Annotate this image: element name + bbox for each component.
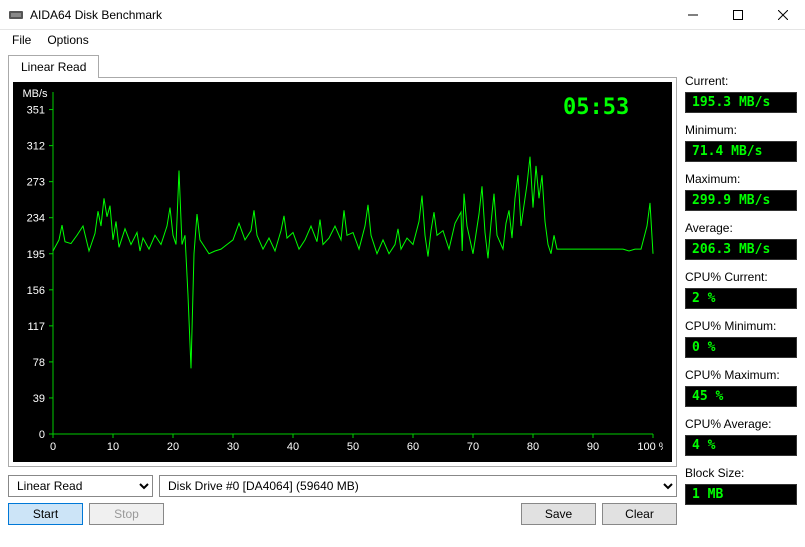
- svg-text:90: 90: [587, 441, 599, 453]
- block-size-value: 1 MB: [685, 484, 797, 505]
- chart-svg: MB/s 0 39 78 117 156 195 234 273 312 351 0 10 20 30 40 5…: [13, 82, 663, 462]
- svg-text:05:53: 05:53: [563, 95, 629, 120]
- stats-panel: Current: 195.3 MB/s Minimum: 71.4 MB/s M…: [685, 54, 797, 525]
- menubar: File Options: [0, 30, 805, 50]
- svg-text:117: 117: [27, 321, 45, 333]
- menu-file[interactable]: File: [4, 31, 39, 49]
- svg-text:0: 0: [39, 429, 45, 441]
- cpu-current-value: 2 %: [685, 288, 797, 309]
- svg-text:195: 195: [27, 249, 45, 261]
- mode-select[interactable]: Linear Read: [8, 475, 153, 497]
- svg-text:273: 273: [27, 177, 45, 189]
- content: Linear Read MB/s 0 39 78 117 156 195 234 273 312 3…: [0, 50, 805, 533]
- svg-text:10: 10: [107, 441, 119, 453]
- selectors-row: Linear Read Disk Drive #0 [DA4064] (5964…: [8, 475, 677, 497]
- tab-linear-read[interactable]: Linear Read: [8, 55, 99, 78]
- save-button[interactable]: Save: [521, 503, 596, 525]
- average-label: Average:: [685, 221, 797, 235]
- minimum-value: 71.4 MB/s: [685, 141, 797, 162]
- window-controls: [670, 0, 805, 29]
- svg-text:80: 80: [527, 441, 539, 453]
- svg-text:50: 50: [347, 441, 359, 453]
- maximum-value: 299.9 MB/s: [685, 190, 797, 211]
- buttons-row: Start Stop Save Clear: [8, 503, 677, 525]
- close-button[interactable]: [760, 0, 805, 30]
- svg-text:234: 234: [27, 213, 45, 225]
- clear-button[interactable]: Clear: [602, 503, 677, 525]
- tab-header: Linear Read: [8, 54, 677, 77]
- stop-button[interactable]: Stop: [89, 503, 164, 525]
- drive-select[interactable]: Disk Drive #0 [DA4064] (59640 MB): [159, 475, 677, 497]
- cpu-current-label: CPU% Current:: [685, 270, 797, 284]
- svg-text:312: 312: [27, 141, 45, 153]
- minimum-label: Minimum:: [685, 123, 797, 137]
- maximize-button[interactable]: [715, 0, 760, 30]
- cpu-average-value: 4 %: [685, 435, 797, 456]
- left-column: Linear Read MB/s 0 39 78 117 156 195 234 273 312 3…: [8, 54, 677, 525]
- svg-text:20: 20: [167, 441, 179, 453]
- cpu-maximum-label: CPU% Maximum:: [685, 368, 797, 382]
- maximize-icon: [733, 10, 743, 20]
- benchmark-chart: MB/s 0 39 78 117 156 195 234 273 312 351 0 10 20 30 40 5…: [13, 82, 672, 462]
- menu-options[interactable]: Options: [39, 31, 96, 49]
- svg-text:40: 40: [287, 441, 299, 453]
- svg-text:30: 30: [227, 441, 239, 453]
- svg-text:70: 70: [467, 441, 479, 453]
- close-icon: [778, 10, 788, 20]
- cpu-minimum-value: 0 %: [685, 337, 797, 358]
- svg-text:39: 39: [33, 393, 45, 405]
- svg-text:351: 351: [27, 105, 45, 117]
- current-value: 195.3 MB/s: [685, 92, 797, 113]
- app-icon: [8, 7, 24, 23]
- average-value: 206.3 MB/s: [685, 239, 797, 260]
- svg-text:60: 60: [407, 441, 419, 453]
- cpu-minimum-label: CPU% Minimum:: [685, 319, 797, 333]
- maximum-label: Maximum:: [685, 172, 797, 186]
- chart-container: MB/s 0 39 78 117 156 195 234 273 312 351 0 10 20 30 40 5…: [8, 77, 677, 467]
- block-size-label: Block Size:: [685, 466, 797, 480]
- start-button[interactable]: Start: [8, 503, 83, 525]
- svg-text:0: 0: [50, 441, 56, 453]
- minimize-icon: [688, 10, 698, 20]
- svg-text:MB/s: MB/s: [22, 88, 48, 100]
- svg-text:78: 78: [33, 357, 45, 369]
- cpu-average-label: CPU% Average:: [685, 417, 797, 431]
- minimize-button[interactable]: [670, 0, 715, 30]
- titlebar: AIDA64 Disk Benchmark: [0, 0, 805, 30]
- controls: Linear Read Disk Drive #0 [DA4064] (5964…: [8, 475, 677, 525]
- svg-text:100 %: 100 %: [637, 441, 663, 453]
- cpu-maximum-value: 45 %: [685, 386, 797, 407]
- window-title: AIDA64 Disk Benchmark: [30, 8, 670, 22]
- svg-text:156: 156: [27, 285, 45, 297]
- current-label: Current:: [685, 74, 797, 88]
